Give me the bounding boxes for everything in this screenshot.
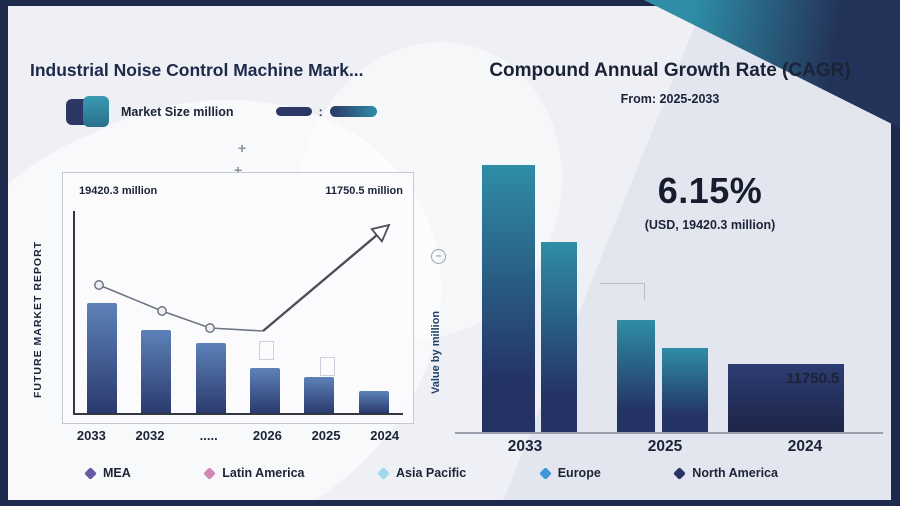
legend-label: Europe [557, 466, 601, 480]
axis-label: 2033 [507, 438, 543, 455]
step-decoration [600, 283, 645, 300]
bar [728, 364, 844, 432]
right-bars [482, 160, 862, 432]
legend-separator: : [318, 104, 323, 119]
axis-label: 2025 [647, 438, 683, 455]
right-x-axis-labels: 2033 2025 2024 [455, 438, 875, 456]
bar [304, 377, 335, 413]
right-baseline [455, 432, 883, 434]
legend-item: Asia Pacific [377, 466, 467, 480]
axis-label: 2024 [370, 428, 400, 443]
bar [482, 165, 535, 432]
chart-value-labels: 19420.3 million 11750.5 million [79, 185, 403, 197]
end-value-callout: 11750.5 [786, 370, 840, 387]
bar [541, 241, 577, 432]
plus-icon: + [234, 162, 243, 178]
legend-item: MEA [84, 466, 131, 480]
legend-item: Europe [538, 466, 601, 480]
minus-glyph: – [435, 250, 442, 262]
legend-diamond-icon [203, 466, 217, 480]
bar [141, 329, 172, 413]
legend-label: Asia Pacific [396, 466, 467, 480]
legend-diamond-icon [538, 466, 552, 480]
start-value-label: 19420.3 million [79, 185, 158, 197]
frame-edge-bottom [0, 500, 900, 506]
legend-label: North America [692, 466, 778, 480]
end-value-label: 11750.5 million [325, 185, 403, 197]
market-size-label: Market Size million [121, 104, 234, 119]
axis-label: 2024 [787, 438, 823, 455]
right-y-axis-label: Value by million [430, 310, 442, 395]
legend-item: Latin America [203, 466, 305, 480]
icon-teal-square [83, 96, 109, 127]
axis-label: 2025 [311, 428, 341, 443]
circle-minus-icon: – [431, 249, 446, 264]
pill-navy-icon [275, 107, 312, 116]
left-chart-title: Industrial Noise Control Machine Mark... [30, 60, 364, 80]
axis-label: 2026 [252, 428, 282, 443]
ghost-document-icon [320, 357, 335, 376]
plus-icon: + [238, 140, 247, 156]
axis-label: 2033 [76, 428, 106, 443]
frame-edge-top [0, 0, 900, 6]
cagr-block: 6.15% (USD, 19420.3 million) [590, 170, 830, 232]
left-chart-area: 19420.3 million 11750.5 million [62, 172, 414, 424]
legend-label: MEA [103, 466, 131, 480]
frame-edge-left [0, 0, 8, 506]
legend-item: North America [673, 466, 778, 480]
y-axis-line [73, 211, 75, 415]
right-chart-subtitle: From: 2025-2033 [620, 92, 720, 106]
cagr-basis: (USD, 19420.3 million) [644, 218, 776, 232]
bar [662, 347, 708, 432]
footer-legend: MEA Latin America Asia Pacific Europe North … [84, 466, 778, 480]
legend-diamond-icon [84, 466, 97, 480]
pill-teal-icon [329, 106, 377, 117]
axis-label: ..... [199, 428, 218, 443]
bar [358, 390, 389, 413]
bar [195, 343, 226, 413]
market-size-icon [66, 96, 109, 127]
left-y-axis-label: FUTURE MARKET REPORT [32, 240, 44, 398]
legend-label: Latin America [222, 466, 305, 480]
left-x-axis-labels: 2033 2032..... 2026 2025 2024 [62, 428, 414, 443]
left-bars [75, 188, 401, 413]
legend-diamond-icon [377, 466, 390, 480]
legend-diamond-icon [673, 466, 687, 480]
cagr-value: 6.15% [657, 170, 763, 211]
ghost-document-icon [259, 341, 274, 360]
right-chart-title: Compound Annual Growth Rate (CAGR) [489, 60, 851, 81]
bar [250, 368, 281, 413]
bar [617, 320, 655, 432]
bar [87, 302, 118, 413]
frame-edge-right [891, 0, 900, 506]
axis-label: 2032 [135, 428, 165, 443]
x-axis-line [73, 413, 403, 415]
market-size-legend: Market Size million : [66, 96, 377, 127]
